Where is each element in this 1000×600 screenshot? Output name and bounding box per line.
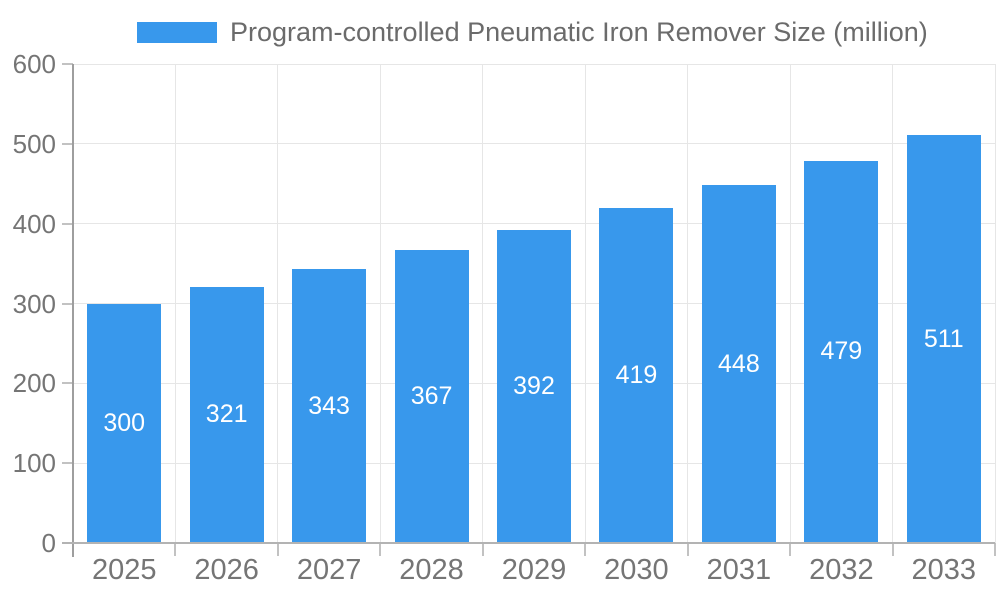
bar: 511	[906, 135, 981, 543]
bar: 419	[599, 208, 674, 543]
x-axis-tick-label: 2030	[604, 554, 669, 586]
y-axis-tick	[62, 462, 73, 465]
bar: 367	[394, 250, 469, 543]
gridline-horizontal	[73, 223, 995, 225]
y-axis-tick-label: 300	[12, 288, 56, 319]
bar-value-label: 419	[615, 361, 658, 390]
gridline-vertical	[482, 64, 484, 543]
y-axis-tick	[62, 63, 73, 65]
y-axis-tick	[62, 302, 73, 305]
gridline-horizontal	[73, 143, 995, 145]
x-axis-tick	[789, 543, 792, 556]
bar: 479	[804, 160, 879, 543]
gridline-vertical	[994, 64, 996, 543]
bar: 321	[189, 286, 264, 543]
x-axis-tick-label: 2026	[194, 554, 259, 586]
x-axis-tick	[686, 543, 689, 556]
x-axis-tick	[174, 543, 177, 556]
gridline-vertical	[892, 64, 894, 543]
bar: 392	[497, 230, 571, 543]
bar-value-label: 392	[513, 372, 555, 401]
y-axis-tick-label: 0	[41, 528, 56, 558]
gridline-vertical	[584, 64, 586, 543]
y-axis-tick	[62, 382, 73, 385]
x-axis-tick	[481, 543, 484, 556]
bar-value-label: 321	[205, 400, 248, 429]
x-axis-tick-label: 2028	[399, 554, 464, 586]
y-axis-tick-label: 100	[12, 448, 56, 479]
gridline-vertical	[277, 64, 279, 543]
gridline-vertical	[174, 64, 176, 543]
legend-label: Program-controlled Pneumatic Iron Remove…	[230, 17, 928, 47]
x-axis-tick-label: 2029	[501, 554, 567, 586]
y-axis-tick-label: 500	[12, 128, 56, 159]
x-axis-tick	[379, 543, 382, 556]
y-axis-tick	[62, 222, 73, 225]
gridline-vertical	[789, 64, 791, 543]
bar-value-label: 511	[923, 324, 964, 353]
bar-value-label: 367	[410, 381, 453, 410]
bar-value-label: 479	[820, 337, 863, 366]
x-axis-tick	[584, 543, 587, 556]
bar-value-label: 300	[103, 408, 146, 437]
gridline-vertical	[687, 64, 689, 543]
legend-swatch	[137, 22, 217, 43]
bar: 300	[87, 303, 162, 543]
x-axis-tick-label: 2031	[706, 554, 772, 586]
y-axis-tick-label: 400	[12, 208, 56, 239]
x-axis-tick-label: 2033	[911, 554, 977, 586]
x-axis-tick	[994, 543, 996, 556]
y-axis-tick	[62, 142, 73, 145]
bar-value-label: 448	[718, 349, 760, 378]
bar-value-label: 343	[308, 391, 350, 420]
gridline-vertical	[379, 64, 381, 543]
x-axis-tick-label: 2025	[91, 554, 157, 586]
y-axis-tick-label: 600	[12, 49, 56, 79]
gridline-horizontal	[73, 63, 995, 65]
chart-legend: Program-controlled Pneumatic Iron Remove…	[137, 11, 928, 54]
x-axis-tick	[276, 543, 279, 556]
x-axis-tick-label: 2027	[296, 554, 362, 586]
bar: 448	[701, 185, 776, 543]
x-axis-tick	[891, 543, 894, 556]
x-axis-baseline	[62, 542, 995, 544]
bar: 343	[292, 269, 367, 543]
y-axis-tick-label: 200	[12, 368, 56, 399]
y-axis-line	[72, 64, 74, 557]
x-axis-tick-label: 2032	[809, 554, 874, 586]
